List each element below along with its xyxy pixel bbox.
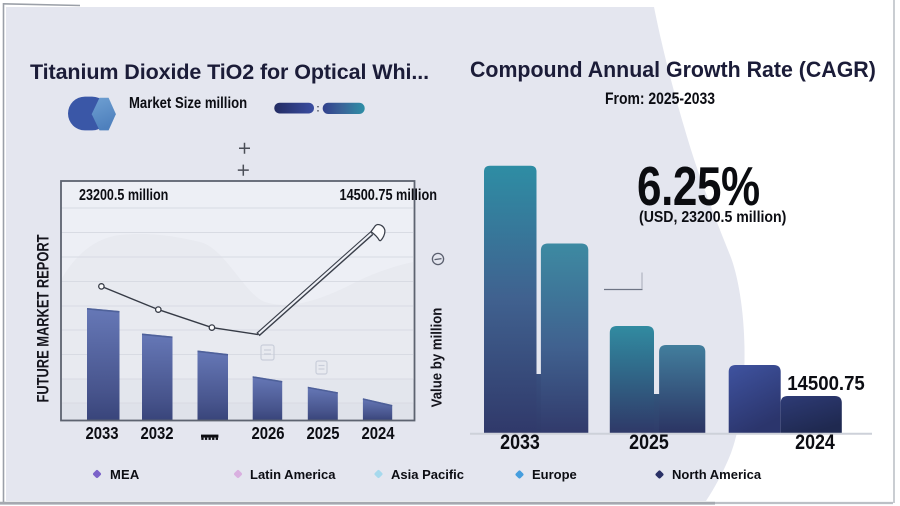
svg-text::: : [316, 103, 320, 115]
